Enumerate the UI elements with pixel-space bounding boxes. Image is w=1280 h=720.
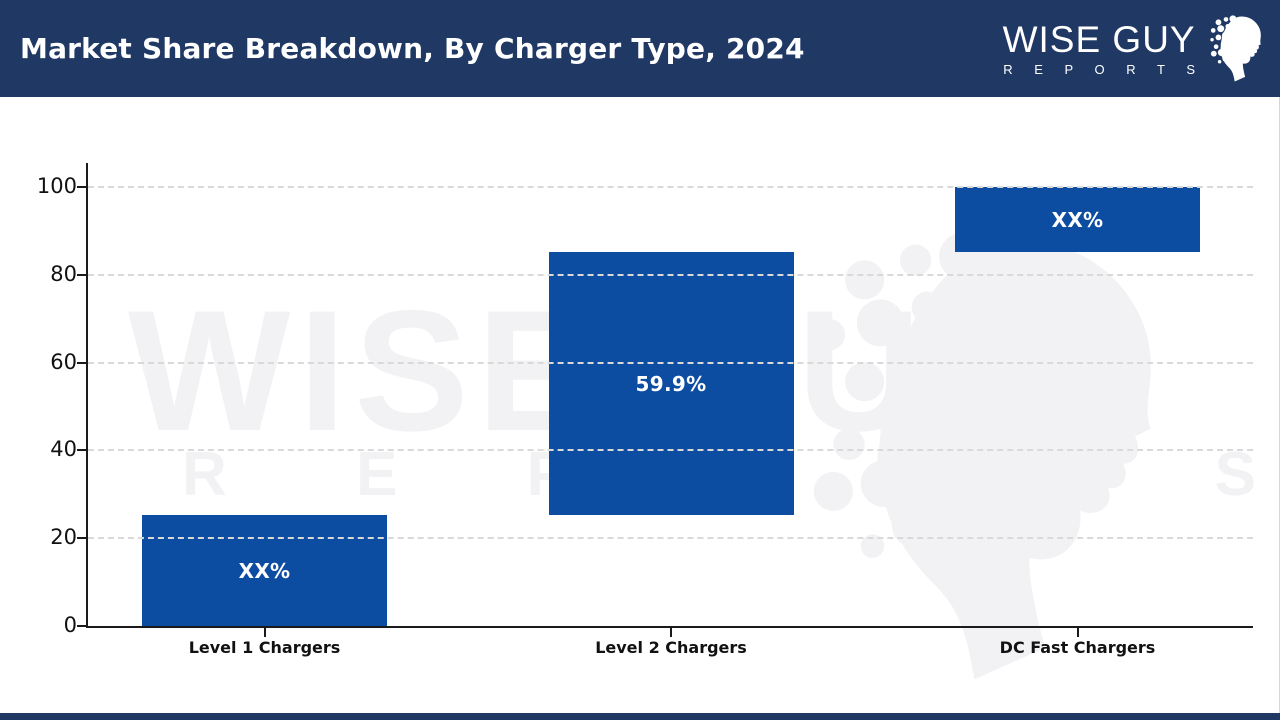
y-tick-mark-0 xyxy=(77,625,86,627)
head-profile-dots-icon xyxy=(1210,14,1261,81)
y-tick-label-40: 40 xyxy=(50,437,77,462)
page-title: Market Share Breakdown, By Charger Type,… xyxy=(20,32,805,65)
gridline-40 xyxy=(88,449,1253,452)
x-category-label-1: Level 1 Chargers xyxy=(188,638,341,657)
gridline-60 xyxy=(88,361,1253,364)
y-tick-label-20: 20 xyxy=(50,525,77,550)
footer-bar xyxy=(0,713,1280,720)
x-tick-mark-2 xyxy=(670,628,672,637)
y-tick-label-60: 60 xyxy=(50,349,77,374)
bar-segment-dc-fast-chargers: XX% xyxy=(955,187,1200,253)
x-tick-mark-1 xyxy=(263,628,266,637)
y-tick-mark-40 xyxy=(77,449,86,452)
y-tick-mark-80 xyxy=(77,273,86,276)
y-axis-line xyxy=(86,163,88,628)
x-tick-mark-3 xyxy=(1076,628,1079,637)
x-category-label-3: DC Fast Chargers xyxy=(999,638,1156,657)
gridline-100 xyxy=(88,186,1253,188)
bar-segment-level-2-chargers: 59.9% xyxy=(548,252,794,516)
brand-subtitle: R E P O R T S xyxy=(1003,61,1204,77)
bar-value-label: XX% xyxy=(1051,207,1104,232)
bar-value-label: XX% xyxy=(238,558,291,583)
y-tick-mark-20 xyxy=(77,537,86,540)
header-bar: Market Share Breakdown, By Charger Type,… xyxy=(0,0,1280,97)
bar-segment-level-1-chargers: XX% xyxy=(142,515,387,626)
gridline-80 xyxy=(88,273,1253,276)
brand-logo: WISE GUY R E P O R T S xyxy=(994,9,1266,89)
bar-value-label: 59.9% xyxy=(635,371,707,396)
y-tick-label-80: 80 xyxy=(50,261,77,286)
brand-logo-text: WISE GUY R E P O R T S xyxy=(994,21,1204,77)
y-tick-label-100: 100 xyxy=(36,174,77,198)
x-axis-line xyxy=(86,626,1253,628)
gridline-20 xyxy=(88,537,1253,540)
y-tick-mark-100 xyxy=(77,186,86,188)
brand-name: WISE GUY xyxy=(1002,18,1196,60)
y-tick-mark-60 xyxy=(77,361,86,364)
x-category-label-2: Level 2 Chargers xyxy=(595,638,747,657)
y-tick-label-0: 0 xyxy=(63,613,77,637)
